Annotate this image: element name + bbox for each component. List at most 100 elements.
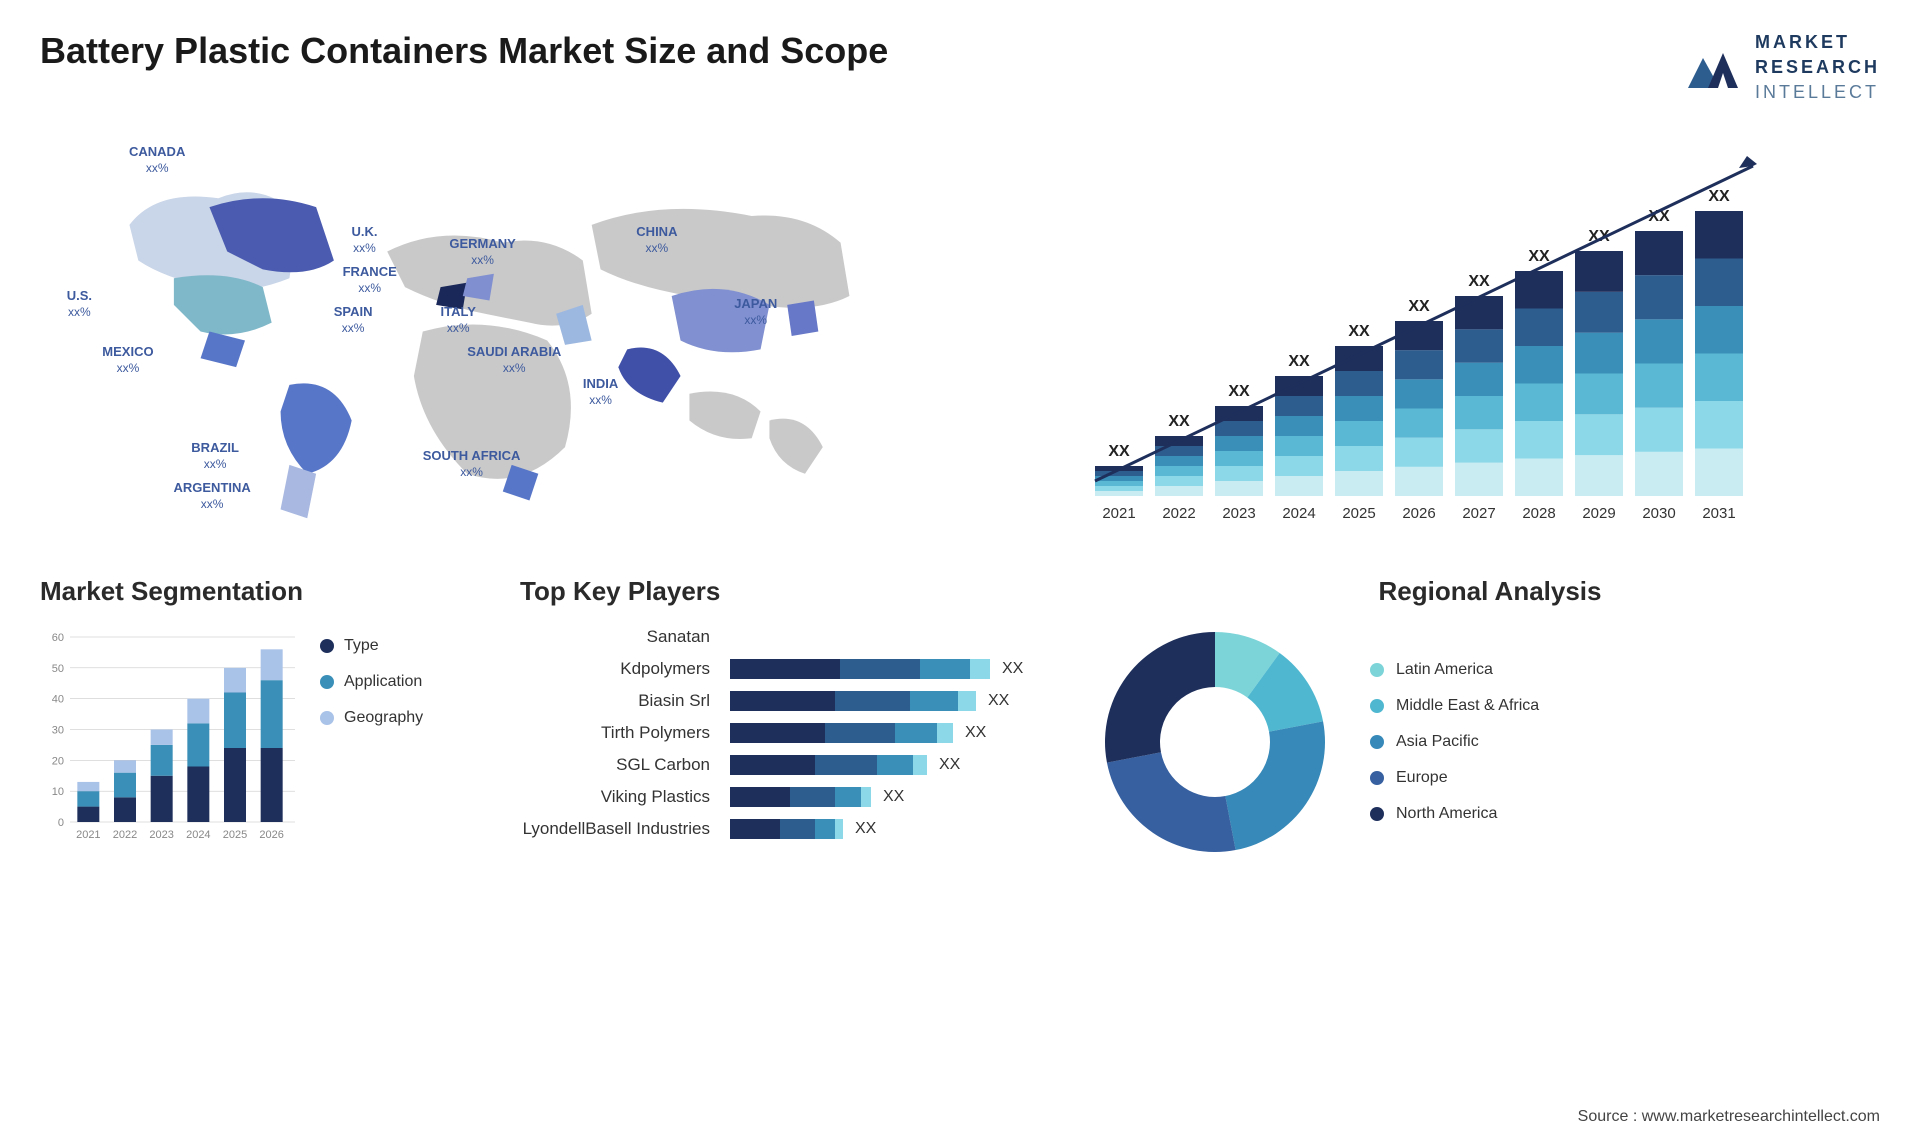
player-names: Sanatan Kdpolymers Biasin Srl Tirth Polymer…: [520, 627, 710, 839]
player-name: LyondellBasell Industries: [520, 819, 710, 839]
player-bar-row: XX: [730, 723, 1060, 743]
player-name: Biasin Srl: [520, 691, 710, 711]
svg-text:2025: 2025: [223, 829, 247, 841]
player-bars: XXXXXXXXXXXX: [730, 627, 1060, 839]
svg-text:20: 20: [52, 755, 64, 767]
segmentation-section: Market Segmentation 0 10 20 30 40 50 60 2021 202…: [40, 576, 480, 847]
player-value: XX: [965, 724, 986, 742]
map-label: GERMANYxx%: [449, 236, 515, 270]
region-legend-item: North America: [1370, 805, 1539, 823]
region-legend-item: Europe: [1370, 769, 1539, 787]
svg-text:2028: 2028: [1522, 505, 1555, 522]
regional-section: Regional Analysis Latin America Middle Ea…: [1100, 576, 1880, 857]
legend-item: Application: [320, 673, 423, 691]
svg-text:60: 60: [52, 632, 64, 644]
svg-text:2023: 2023: [149, 829, 173, 841]
player-bar-row: [730, 627, 1060, 647]
svg-text:0: 0: [58, 817, 64, 829]
svg-text:2026: 2026: [1402, 505, 1435, 522]
map-label: SPAINxx%: [334, 304, 373, 338]
player-bar-row: XX: [730, 755, 1060, 775]
player-bar-row: XX: [730, 819, 1060, 839]
player-bar-row: XX: [730, 691, 1060, 711]
logo-text: MARKET RESEARCH INTELLECT: [1755, 30, 1880, 106]
player-bar-row: XX: [730, 787, 1060, 807]
region-legend-item: Asia Pacific: [1370, 733, 1539, 751]
growth-chart-svg: XX 2021 XX 2022 XX 2023 XX 2024 XX 2025 XX 2026 XX 20…: [990, 136, 1880, 536]
map-label: MEXICOxx%: [102, 344, 153, 378]
map-label: U.K.xx%: [352, 224, 378, 258]
region-legend-item: Middle East & Africa: [1370, 697, 1539, 715]
svg-text:2027: 2027: [1462, 505, 1495, 522]
svg-text:2022: 2022: [1162, 505, 1195, 522]
player-name: SGL Carbon: [520, 755, 710, 775]
player-value: XX: [988, 692, 1009, 710]
players-section: Top Key Players Sanatan Kdpolymers Biasin …: [520, 576, 1060, 839]
growth-chart: XX 2021 XX 2022 XX 2023 XX 2024 XX 2025 XX 2026 XX 20…: [990, 136, 1880, 536]
svg-text:2023: 2023: [1222, 505, 1255, 522]
svg-text:2031: 2031: [1702, 505, 1735, 522]
svg-text:30: 30: [52, 724, 64, 736]
map-label: SOUTH AFRICAxx%: [423, 448, 521, 482]
player-name: Kdpolymers: [520, 659, 710, 679]
map-label: FRANCExx%: [343, 264, 397, 298]
donut-wrap: [1100, 627, 1330, 857]
player-name: Tirth Polymers: [520, 723, 710, 743]
header: Battery Plastic Containers Market Size a…: [40, 30, 1880, 106]
svg-text:XX: XX: [1108, 443, 1130, 460]
logo-icon: [1683, 38, 1743, 98]
svg-text:2024: 2024: [186, 829, 210, 841]
world-map-section: CANADAxx% U.S.xx% MEXICOxx% BRAZILxx% ARGENT…: [40, 136, 930, 536]
svg-text:2021: 2021: [1102, 505, 1135, 522]
map-label: SAUDI ARABIAxx%: [467, 344, 561, 378]
player-bar-row: XX: [730, 659, 1060, 679]
svg-text:XX: XX: [1228, 383, 1250, 400]
region-legend-item: Latin America: [1370, 661, 1539, 679]
player-value: XX: [1002, 660, 1023, 678]
regional-title: Regional Analysis: [1100, 576, 1880, 607]
players-title: Top Key Players: [520, 576, 1060, 607]
segmentation-title: Market Segmentation: [40, 576, 480, 607]
svg-text:2029: 2029: [1582, 505, 1615, 522]
map-label: ARGENTINAxx%: [174, 480, 251, 514]
page-title: Battery Plastic Containers Market Size a…: [40, 30, 888, 72]
segmentation-chart: 0 10 20 30 40 50 60 2021 2022 2023 2024 2025 2026: [40, 627, 300, 847]
svg-text:XX: XX: [1168, 413, 1190, 430]
svg-text:XX: XX: [1288, 353, 1310, 370]
map-label: JAPANxx%: [734, 296, 777, 330]
svg-text:10: 10: [52, 786, 64, 798]
map-label: CHINAxx%: [636, 224, 677, 258]
svg-text:XX: XX: [1468, 273, 1490, 290]
map-label: BRAZILxx%: [191, 440, 239, 474]
svg-text:XX: XX: [1408, 298, 1430, 315]
svg-text:40: 40: [52, 693, 64, 705]
segmentation-legend: Type Application Geography: [320, 627, 423, 727]
bottom-row: Market Segmentation 0 10 20 30 40 50 60 2021 202…: [40, 576, 1880, 857]
svg-text:XX: XX: [1708, 188, 1730, 205]
map-label: U.S.xx%: [67, 288, 92, 322]
logo: MARKET RESEARCH INTELLECT: [1683, 30, 1880, 106]
map-label: ITALYxx%: [441, 304, 476, 338]
svg-text:2022: 2022: [113, 829, 137, 841]
map-label: CANADAxx%: [129, 144, 185, 178]
svg-text:2030: 2030: [1642, 505, 1675, 522]
region-legend: Latin America Middle East & Africa Asia Pa…: [1370, 661, 1539, 823]
player-value: XX: [855, 820, 876, 838]
top-row: CANADAxx% U.S.xx% MEXICOxx% BRAZILxx% ARGENT…: [40, 136, 1880, 536]
svg-text:2021: 2021: [76, 829, 100, 841]
player-value: XX: [939, 756, 960, 774]
player-name: Sanatan: [520, 627, 710, 647]
svg-text:50: 50: [52, 662, 64, 674]
player-value: XX: [883, 788, 904, 806]
player-name: Viking Plastics: [520, 787, 710, 807]
legend-item: Type: [320, 637, 423, 655]
svg-text:2024: 2024: [1282, 505, 1315, 522]
svg-text:2025: 2025: [1342, 505, 1375, 522]
source-text: Source : www.marketresearchintellect.com: [1578, 1108, 1880, 1126]
map-label: INDIAxx%: [583, 376, 618, 410]
donut-chart: [1100, 627, 1330, 857]
svg-text:XX: XX: [1528, 248, 1550, 265]
svg-text:2026: 2026: [259, 829, 283, 841]
legend-item: Geography: [320, 709, 423, 727]
svg-text:XX: XX: [1348, 323, 1370, 340]
